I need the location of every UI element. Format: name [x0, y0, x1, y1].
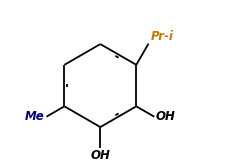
- Text: Me: Me: [25, 110, 45, 123]
- Text: Pr-i: Pr-i: [150, 30, 173, 43]
- Text: OH: OH: [90, 149, 110, 162]
- Text: OH: OH: [155, 110, 175, 123]
